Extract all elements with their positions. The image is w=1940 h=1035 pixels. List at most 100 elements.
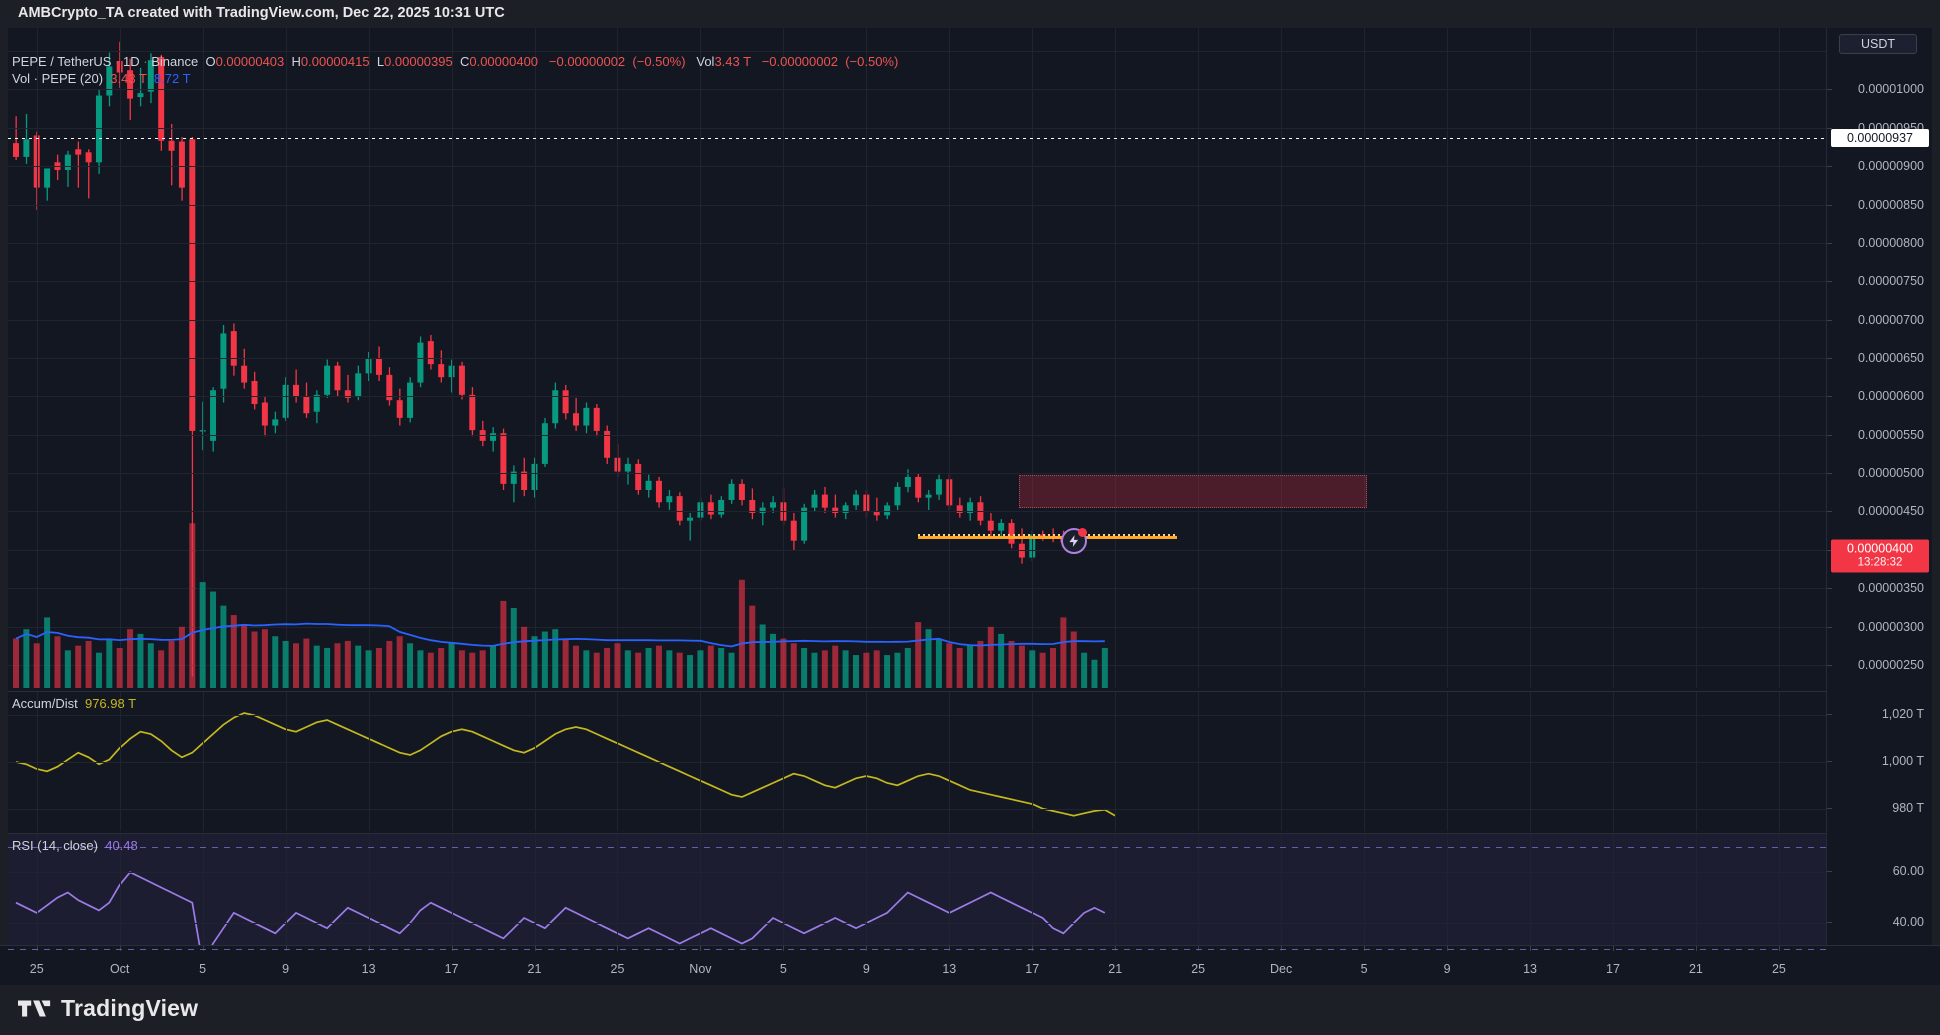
- gridline-vertical: [368, 692, 370, 831]
- accum-dist-axis-label: 1,000 T: [1881, 754, 1924, 768]
- time-axis-tick: [36, 946, 38, 951]
- gridline-horizontal: [8, 872, 1826, 874]
- gridline-horizontal: [8, 319, 1826, 321]
- gridline-vertical: [700, 834, 702, 973]
- legend-rsi-title[interactable]: RSI (14, close): [12, 838, 98, 853]
- accum-dist-axis-tick: [1827, 761, 1832, 762]
- gridline-vertical: [1695, 834, 1697, 973]
- gridline-horizontal: [8, 166, 1826, 168]
- gridline-vertical: [36, 834, 38, 973]
- time-axis-label: 17: [444, 962, 459, 976]
- legend-close-label: C: [459, 54, 470, 69]
- gridline-vertical: [1198, 834, 1200, 973]
- rsi-axis-label: 40.00: [1892, 915, 1924, 930]
- tradingview-logo[interactable]: TradingView: [18, 995, 198, 1022]
- last-price-badge: 0.00000400 13:28:32: [1831, 539, 1929, 573]
- time-axis-label: 13: [1523, 962, 1537, 976]
- gridline-horizontal: [8, 281, 1826, 283]
- gridline-vertical: [534, 692, 536, 831]
- gridline-vertical: [451, 834, 453, 973]
- lightning-bolt-icon: [1069, 535, 1078, 547]
- previous-close-badge: 0.00000937: [1831, 128, 1929, 147]
- time-axis[interactable]: 25 Oct 5 9 13 17 21 25 Nov 5 9 13 17 21 25 Dec 5 9 13 17 21 2…: [0, 945, 1940, 985]
- time-axis-tick: [119, 946, 121, 951]
- price-axis-label: 0.00000650: [1857, 351, 1924, 365]
- support-trendline[interactable]: [918, 536, 1178, 540]
- gridline-vertical: [700, 28, 702, 688]
- gridline-vertical: [119, 834, 121, 973]
- gridline-vertical: [783, 692, 785, 831]
- time-axis-label: 17: [1025, 962, 1040, 976]
- price-pane[interactable]: [8, 28, 1826, 688]
- legend-high-value: 0.00000415: [300, 54, 370, 69]
- gridline-vertical: [866, 834, 868, 973]
- price-axis-label: 0.00000900: [1857, 159, 1924, 174]
- legend-volume-value: 3.43 T: [110, 71, 147, 86]
- gridline-vertical: [1612, 692, 1614, 831]
- alert-unread-dot: [1077, 528, 1087, 537]
- time-axis-tick: [1115, 946, 1117, 951]
- time-axis-tick: [949, 946, 951, 951]
- gridline-horizontal: [8, 358, 1826, 359]
- gridline-vertical: [1778, 834, 1780, 973]
- time-axis-label: 5: [779, 962, 787, 976]
- gridline-vertical: [1530, 28, 1532, 688]
- legend-interval[interactable]: 1D: [123, 54, 140, 69]
- legend-low-value: 0.00000395: [384, 54, 453, 69]
- legend-symbol[interactable]: PEPE / TetherUS: [12, 54, 112, 69]
- currency-chip[interactable]: USDT: [1839, 34, 1917, 54]
- volume-ma-line: [15, 622, 1105, 648]
- accum-dist-axis-label: 1,020 T: [1881, 707, 1924, 722]
- price-axis-tick: [1827, 358, 1832, 359]
- price-axis-tick: [1827, 473, 1832, 475]
- accum-dist-axis-tick: [1827, 807, 1832, 809]
- time-axis-tick: [451, 946, 453, 951]
- legend-volume-study[interactable]: Vol · PEPE (20) 3.43 T 8.72 T: [12, 71, 191, 86]
- gridline-vertical: [1281, 692, 1283, 831]
- time-axis-tick: [1695, 946, 1697, 951]
- last-price-value: 0.00000400: [1846, 541, 1914, 556]
- gridline-vertical: [1032, 834, 1034, 973]
- gridline-vertical: [1364, 834, 1366, 973]
- legend-rsi[interactable]: RSI (14, close) 40.48: [12, 838, 138, 853]
- legend-accum-dist[interactable]: Accum/Dist 976.98 T: [12, 696, 136, 711]
- time-axis-label: 13: [361, 962, 376, 976]
- time-axis-tick: [1612, 946, 1614, 951]
- legend-open-value: 0.00000403: [215, 54, 285, 69]
- price-axis-tick: [1827, 434, 1832, 436]
- time-axis-tick: [1198, 946, 1200, 951]
- price-axis-label: 0.00000700: [1857, 312, 1924, 327]
- resistance-zone-rectangle[interactable]: [1018, 475, 1368, 508]
- time-axis-tick: [1530, 946, 1532, 951]
- gridline-vertical: [1612, 28, 1614, 688]
- legend-change-pct: (−0.50%): [632, 54, 686, 69]
- time-axis-tick: [368, 946, 370, 951]
- gridline-vertical: [1447, 28, 1449, 688]
- gridline-vertical: [1447, 834, 1449, 973]
- price-axis-tick: [1827, 204, 1832, 206]
- time-axis-label: 25: [29, 962, 44, 976]
- legend-accum-dist-title[interactable]: Accum/Dist: [12, 696, 78, 711]
- time-axis-tick: [1364, 946, 1366, 951]
- legend-main[interactable]: PEPE / TetherUS · 1D · Binance O0.000004…: [12, 54, 898, 69]
- price-axis-label: 0.00000750: [1857, 274, 1924, 289]
- time-axis-tick: [285, 946, 287, 951]
- gridline-horizontal: [8, 204, 1826, 206]
- alert-badge[interactable]: [1060, 528, 1087, 554]
- price-axis[interactable]: USDT 0.000010000.000009500.000009000.000…: [1826, 28, 1932, 985]
- legend-rsi-value: 40.48: [105, 838, 138, 853]
- legend-exchange[interactable]: Binance: [151, 54, 199, 69]
- accum-dist-pane[interactable]: [8, 691, 1826, 831]
- time-axis-tick: [1281, 946, 1283, 951]
- legend-accum-dist-value: 976.98 T: [84, 696, 137, 711]
- gridline-vertical: [534, 834, 536, 973]
- price-axis-tick: [1827, 166, 1832, 168]
- gridline-horizontal: [8, 434, 1826, 436]
- time-axis-label: 25: [1191, 962, 1206, 976]
- price-axis-label: 0.00000350: [1857, 581, 1924, 596]
- gridline-vertical: [36, 692, 38, 831]
- legend-vol-change-abs: −0.00000002: [761, 54, 838, 69]
- gridline-horizontal: [8, 89, 1826, 91]
- legend-volume-title[interactable]: Vol · PEPE (20): [12, 71, 104, 86]
- time-axis-label: 21: [1108, 962, 1123, 976]
